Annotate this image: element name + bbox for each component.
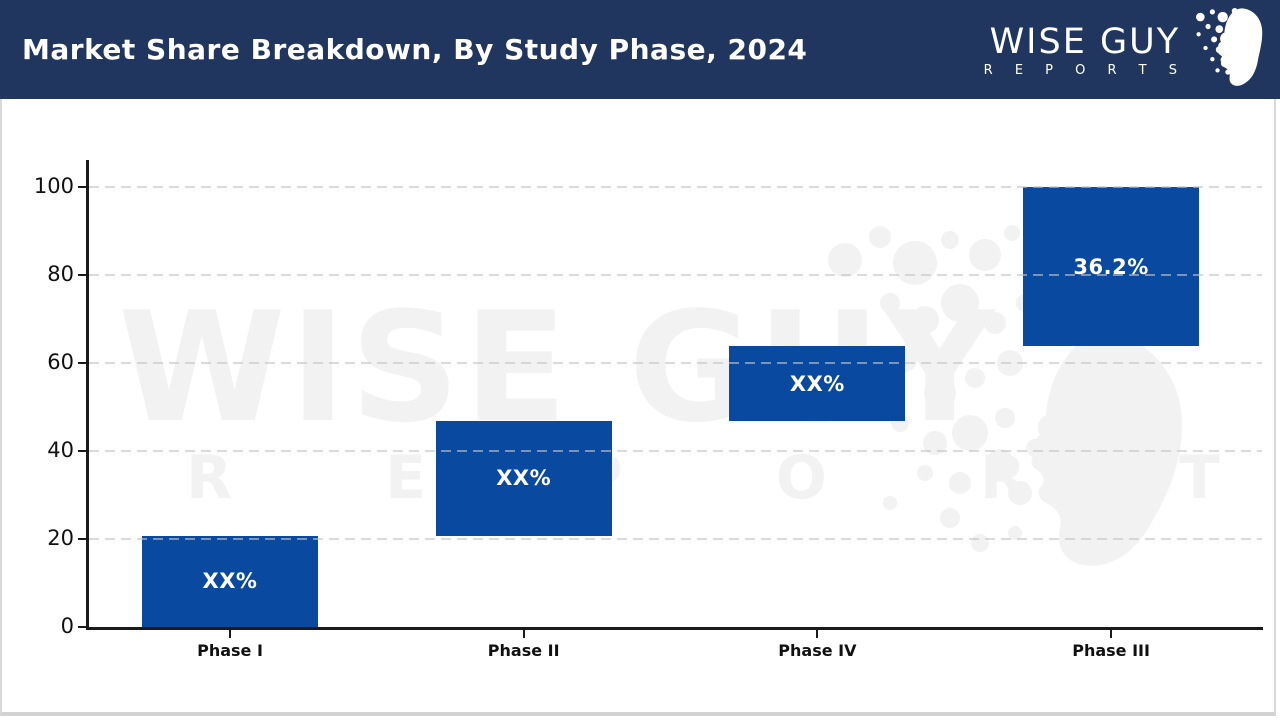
page-title: Market Share Breakdown, By Study Phase, … bbox=[22, 33, 808, 66]
bar-value-label: XX% bbox=[496, 466, 552, 491]
y-axis-line bbox=[86, 160, 89, 630]
y-tick-label: 40 bbox=[47, 438, 74, 462]
dotted-face-watermark bbox=[760, 215, 1210, 589]
x-tick-mark bbox=[522, 630, 525, 638]
x-tick-label: Phase II bbox=[487, 641, 560, 660]
y-tick-mark bbox=[78, 450, 88, 452]
y-tick-label: 100 bbox=[33, 174, 74, 198]
bar: 36.2% bbox=[1023, 187, 1200, 347]
header-bar: Market Share Breakdown, By Study Phase, … bbox=[0, 0, 1280, 99]
y-tick-mark bbox=[78, 538, 88, 540]
y-tick-label: 80 bbox=[47, 262, 74, 286]
brand-name: WISE GUY bbox=[989, 21, 1181, 62]
brand-logo: WISE GUY R E P O R T S bbox=[984, 6, 1266, 94]
grid-line bbox=[89, 450, 1262, 452]
brand-logo-text: WISE GUY R E P O R T S bbox=[984, 23, 1186, 78]
brand-subtitle: R E P O R T S bbox=[983, 62, 1186, 78]
x-axis-line bbox=[86, 627, 1263, 630]
x-tick-mark bbox=[229, 630, 231, 638]
x-tick-mark bbox=[816, 630, 819, 638]
x-tick-label: Phase I bbox=[197, 641, 263, 660]
bar-value-label: XX% bbox=[789, 371, 845, 396]
y-tick-label: 60 bbox=[47, 350, 74, 374]
x-tick-mark bbox=[1110, 630, 1113, 638]
x-tick-label: Phase III bbox=[1072, 641, 1150, 660]
bar: XX% bbox=[435, 421, 612, 536]
bar: XX% bbox=[729, 346, 906, 422]
bar-value-label: XX% bbox=[202, 569, 258, 594]
y-tick-mark bbox=[78, 362, 88, 364]
y-tick-mark bbox=[78, 274, 88, 276]
y-tick-label: 0 bbox=[60, 614, 74, 638]
grid-line bbox=[89, 538, 1262, 540]
grid-line bbox=[89, 186, 1262, 188]
grid-line bbox=[89, 274, 1262, 276]
dotted-face-icon bbox=[1188, 5, 1266, 95]
y-tick-mark bbox=[78, 626, 88, 628]
x-tick-label: Phase IV bbox=[778, 641, 857, 660]
y-tick-mark bbox=[78, 186, 88, 188]
bar: XX% bbox=[142, 535, 318, 627]
grid-line bbox=[89, 362, 1262, 364]
y-tick-label: 20 bbox=[47, 526, 74, 550]
